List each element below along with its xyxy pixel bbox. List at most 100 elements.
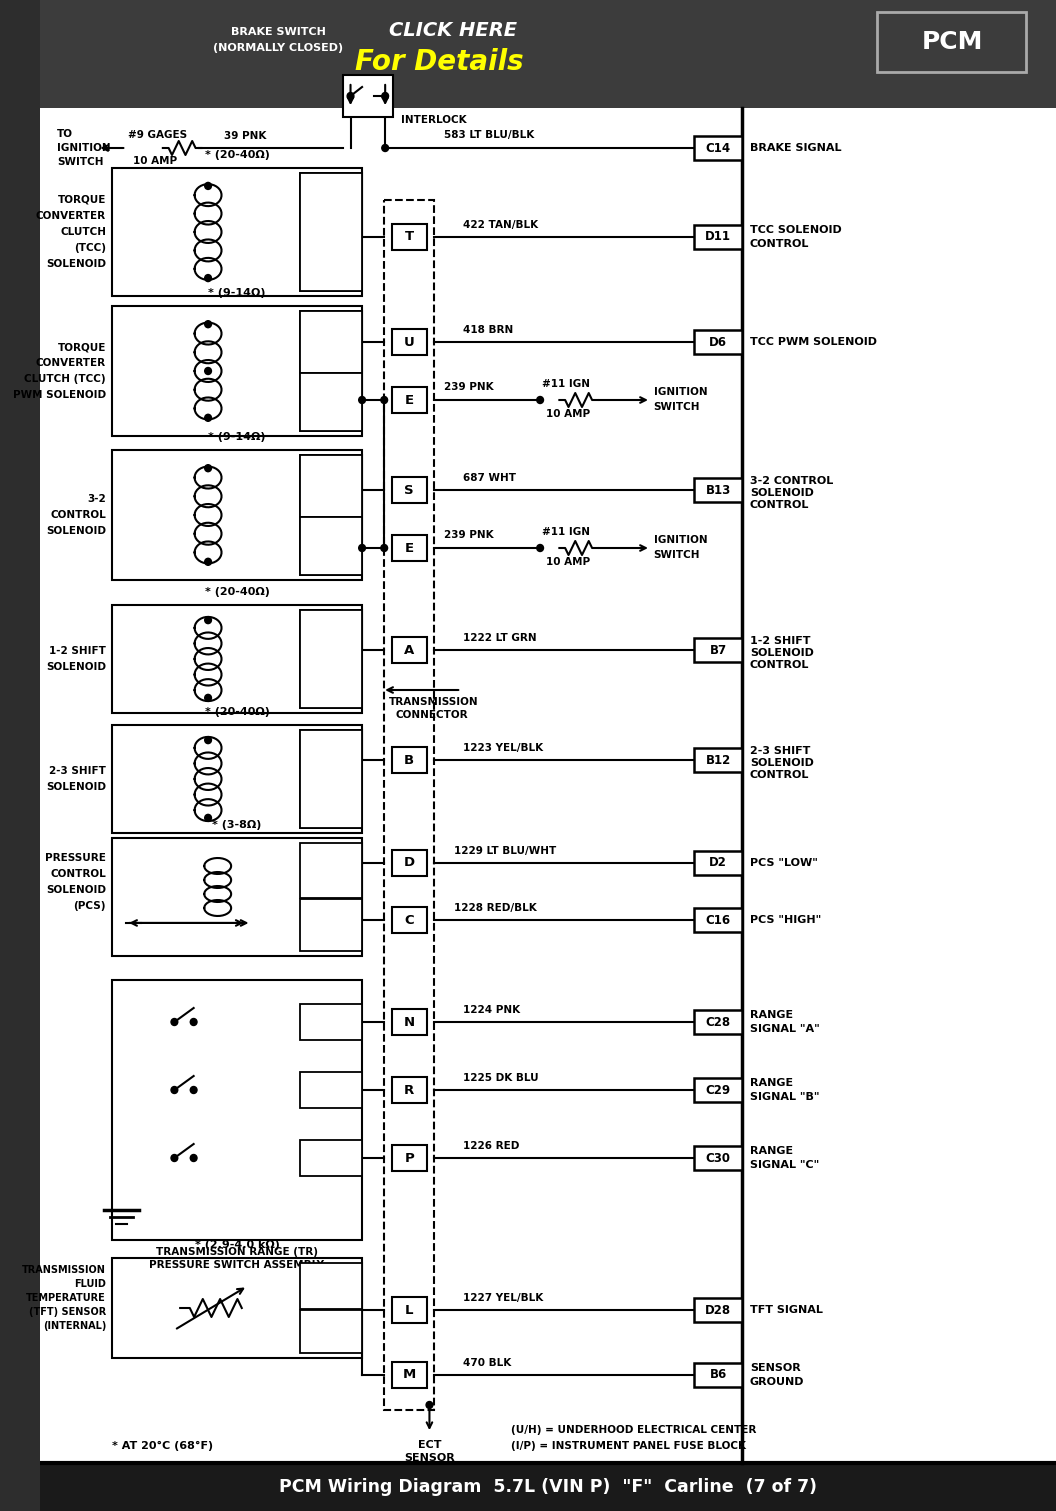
Text: (I/P) = INSTRUMENT PANEL FUSE BLOCK: (I/P) = INSTRUMENT PANEL FUSE BLOCK (511, 1441, 747, 1451)
Text: 239 PNK: 239 PNK (444, 530, 493, 539)
Text: PCM Wiring Diagram  5.7L (VIN P)  "F"  Carline  (7 of 7): PCM Wiring Diagram 5.7L (VIN P) "F" Carl… (279, 1478, 817, 1496)
Bar (300, 455, 362, 576)
Bar (112, 450, 362, 580)
Text: IGNITION: IGNITION (654, 387, 708, 397)
Text: (TFT) SENSOR: (TFT) SENSOR (29, 1307, 106, 1318)
Text: * (20-40Ω): * (20-40Ω) (205, 586, 269, 597)
Bar (300, 1003, 362, 1040)
Circle shape (205, 183, 211, 189)
Bar (392, 907, 427, 932)
Bar (300, 610, 362, 709)
Circle shape (190, 1154, 197, 1162)
Bar (694, 477, 742, 502)
Text: SIGNAL "A": SIGNAL "A" (750, 1024, 819, 1034)
Bar (300, 455, 362, 517)
Text: #11 IGN: #11 IGN (542, 379, 590, 388)
Bar (694, 1363, 742, 1387)
Text: C29: C29 (705, 1083, 731, 1097)
Circle shape (205, 558, 211, 565)
Text: 1227 YEL/BLK: 1227 YEL/BLK (464, 1293, 544, 1302)
Bar (694, 851, 742, 875)
Circle shape (205, 465, 211, 471)
Text: BRAKE SWITCH: BRAKE SWITCH (231, 27, 325, 36)
Bar (40, 107, 1056, 1463)
Bar (694, 1009, 742, 1034)
Text: 687 WHT: 687 WHT (464, 473, 516, 484)
Bar (694, 136, 742, 160)
Text: * (20-40Ω): * (20-40Ω) (205, 707, 269, 718)
Text: PWM SOLENOID: PWM SOLENOID (13, 390, 106, 400)
Text: PRESSURE SWITCH ASSEMBLY: PRESSURE SWITCH ASSEMBLY (150, 1260, 324, 1271)
Text: FLUID: FLUID (74, 1278, 106, 1289)
Bar (300, 899, 362, 950)
Text: SOLENOID: SOLENOID (46, 662, 106, 672)
Bar (300, 1263, 362, 1309)
Bar (300, 843, 362, 898)
Circle shape (359, 544, 365, 552)
Text: 422 TAN/BLK: 422 TAN/BLK (464, 221, 539, 230)
Bar (300, 610, 362, 709)
Text: N: N (403, 1015, 415, 1029)
Text: IGNITION: IGNITION (654, 535, 708, 545)
Text: * (9-14Ω): * (9-14Ω) (208, 432, 266, 443)
Text: C16: C16 (705, 914, 731, 926)
Bar (694, 748, 742, 772)
Text: D: D (403, 857, 415, 869)
Bar (300, 730, 362, 828)
Bar (112, 839, 362, 956)
Circle shape (426, 1402, 433, 1408)
Text: CONTROL: CONTROL (750, 239, 809, 249)
Text: CLUTCH (TCC): CLUTCH (TCC) (24, 375, 106, 384)
Text: PRESSURE: PRESSURE (45, 854, 106, 863)
Text: 470 BLK: 470 BLK (464, 1358, 511, 1367)
Bar (343, 76, 393, 116)
Circle shape (190, 1018, 197, 1026)
Bar (112, 1259, 362, 1358)
Text: (TCC): (TCC) (74, 243, 106, 252)
Text: D6: D6 (710, 335, 728, 349)
Text: 1228 RED/BLK: 1228 RED/BLK (453, 904, 536, 913)
Text: TORQUE: TORQUE (58, 195, 106, 205)
Text: E: E (404, 541, 414, 555)
Text: 10 AMP: 10 AMP (133, 156, 177, 166)
Bar (40, 1463, 1056, 1511)
Bar (694, 1298, 742, 1322)
Circle shape (381, 396, 388, 403)
Text: 1223 YEL/BLK: 1223 YEL/BLK (464, 743, 543, 752)
Circle shape (536, 396, 544, 403)
Bar (392, 387, 427, 413)
Text: B: B (404, 754, 414, 766)
Bar (112, 725, 362, 833)
Text: CONNECTOR: CONNECTOR (396, 710, 469, 721)
Text: C14: C14 (705, 142, 731, 154)
Bar (876, 12, 1026, 73)
Text: 2-3 SHIFT: 2-3 SHIFT (750, 746, 810, 756)
Bar (300, 1071, 362, 1108)
Text: SOLENOID: SOLENOID (750, 648, 814, 657)
Text: CONVERTER: CONVERTER (36, 212, 106, 221)
Circle shape (205, 695, 211, 701)
Text: CONTROL: CONTROL (750, 660, 809, 669)
Text: * (20-40Ω): * (20-40Ω) (205, 150, 269, 160)
Text: * (3-8Ω): * (3-8Ω) (212, 820, 262, 830)
Text: SOLENOID: SOLENOID (750, 759, 814, 768)
Text: TFT SIGNAL: TFT SIGNAL (750, 1306, 823, 1315)
Text: SOLENOID: SOLENOID (46, 783, 106, 792)
Text: 1229 LT BLU/WHT: 1229 LT BLU/WHT (453, 846, 555, 857)
Text: R: R (404, 1083, 414, 1097)
Bar (300, 1139, 362, 1176)
Text: 1-2 SHIFT: 1-2 SHIFT (750, 636, 810, 647)
Circle shape (171, 1154, 177, 1162)
Text: B13: B13 (705, 484, 731, 497)
Circle shape (205, 814, 211, 822)
Bar (300, 730, 362, 828)
Bar (392, 1077, 427, 1103)
Text: TO: TO (57, 128, 73, 139)
Circle shape (190, 1086, 197, 1094)
Text: BRAKE SIGNAL: BRAKE SIGNAL (750, 144, 842, 153)
Bar (694, 1077, 742, 1102)
Text: (NORMALLY CLOSED): (NORMALLY CLOSED) (213, 42, 343, 53)
Circle shape (382, 145, 389, 151)
Bar (112, 981, 362, 1241)
Text: * (9-14Ω): * (9-14Ω) (208, 289, 266, 298)
